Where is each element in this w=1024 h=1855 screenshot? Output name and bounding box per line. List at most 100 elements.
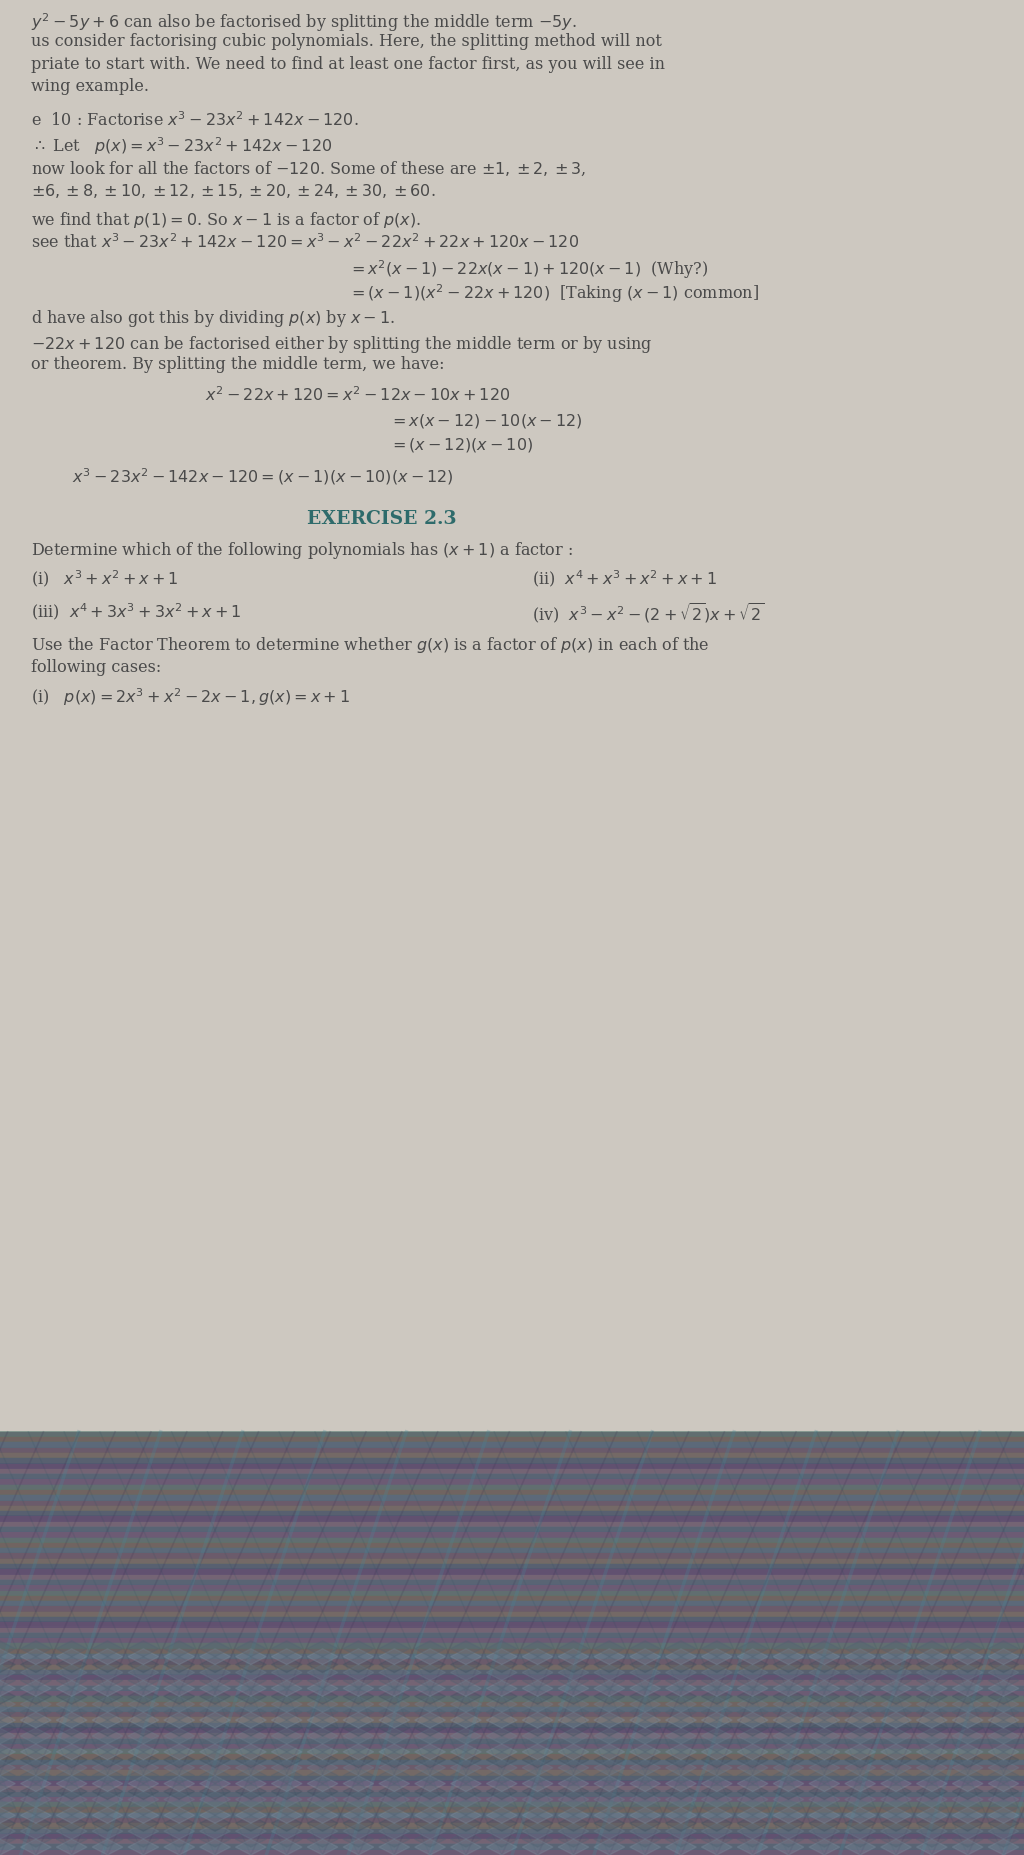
Bar (0, 1690, 1024, 1695)
Polygon shape (92, 1768, 123, 1785)
Polygon shape (56, 1768, 87, 1785)
Polygon shape (343, 1792, 374, 1807)
Polygon shape (415, 1657, 445, 1673)
Polygon shape (666, 1775, 696, 1792)
Bar (0, 1833, 1024, 1838)
Polygon shape (56, 1792, 87, 1807)
Polygon shape (988, 1799, 1019, 1816)
Polygon shape (666, 1712, 696, 1729)
Polygon shape (773, 1775, 804, 1792)
Polygon shape (271, 1775, 302, 1792)
Polygon shape (666, 1768, 696, 1785)
Polygon shape (630, 1688, 660, 1705)
Polygon shape (343, 1642, 374, 1657)
Polygon shape (916, 1785, 947, 1799)
Polygon shape (666, 1792, 696, 1807)
Bar (0, 1527, 1024, 1532)
Polygon shape (666, 1688, 696, 1705)
Polygon shape (737, 1831, 768, 1848)
Polygon shape (594, 1688, 625, 1705)
Polygon shape (343, 1649, 374, 1664)
Polygon shape (164, 1807, 195, 1823)
Polygon shape (343, 1681, 374, 1695)
Polygon shape (773, 1831, 804, 1848)
Polygon shape (701, 1705, 732, 1720)
Polygon shape (0, 1673, 15, 1688)
Polygon shape (128, 1729, 159, 1744)
Polygon shape (988, 1664, 1019, 1681)
Bar (0, 1464, 1024, 1469)
Polygon shape (845, 1838, 876, 1855)
Polygon shape (809, 1673, 840, 1688)
Polygon shape (522, 1673, 553, 1688)
Polygon shape (916, 1831, 947, 1848)
Polygon shape (164, 1792, 195, 1807)
Polygon shape (881, 1736, 911, 1751)
Polygon shape (486, 1712, 517, 1729)
Polygon shape (522, 1688, 553, 1705)
Polygon shape (630, 1649, 660, 1664)
Polygon shape (881, 1664, 911, 1681)
Polygon shape (630, 1823, 660, 1838)
Polygon shape (809, 1736, 840, 1751)
Polygon shape (988, 1816, 1019, 1831)
Polygon shape (486, 1681, 517, 1695)
Polygon shape (271, 1649, 302, 1664)
Text: (iv)  $x^3 - x^2 - (2 + \sqrt{2})x + \sqrt{2}$: (iv) $x^3 - x^2 - (2 + \sqrt{2})x + \sqr… (532, 601, 765, 625)
Polygon shape (594, 1831, 625, 1848)
Polygon shape (881, 1799, 911, 1816)
Polygon shape (271, 1816, 302, 1831)
Polygon shape (630, 1729, 660, 1744)
Bar (0, 1458, 1024, 1464)
Polygon shape (666, 1729, 696, 1744)
Polygon shape (379, 1768, 410, 1785)
Polygon shape (845, 1657, 876, 1673)
Polygon shape (809, 1705, 840, 1720)
Bar (0, 1721, 1024, 1729)
Polygon shape (916, 1649, 947, 1664)
Polygon shape (881, 1816, 911, 1831)
Polygon shape (236, 1785, 266, 1799)
Polygon shape (20, 1838, 51, 1855)
Polygon shape (236, 1657, 266, 1673)
Polygon shape (20, 1642, 51, 1657)
Polygon shape (128, 1760, 159, 1775)
Polygon shape (236, 1799, 266, 1816)
Polygon shape (630, 1673, 660, 1688)
Polygon shape (415, 1729, 445, 1744)
Polygon shape (307, 1831, 338, 1848)
Polygon shape (952, 1664, 983, 1681)
Polygon shape (92, 1792, 123, 1807)
Polygon shape (952, 1744, 983, 1760)
Polygon shape (92, 1688, 123, 1705)
Polygon shape (343, 1785, 374, 1799)
Polygon shape (164, 1799, 195, 1816)
Polygon shape (773, 1744, 804, 1760)
Bar (0, 1770, 1024, 1775)
Polygon shape (92, 1807, 123, 1823)
Polygon shape (737, 1729, 768, 1744)
Polygon shape (630, 1785, 660, 1799)
Polygon shape (20, 1705, 51, 1720)
Polygon shape (56, 1720, 87, 1736)
Polygon shape (92, 1681, 123, 1695)
Polygon shape (415, 1649, 445, 1664)
Polygon shape (307, 1736, 338, 1751)
Polygon shape (343, 1720, 374, 1736)
Bar (0, 1579, 1024, 1586)
Polygon shape (236, 1664, 266, 1681)
Polygon shape (0, 1775, 15, 1792)
Bar (0, 1753, 1024, 1760)
Polygon shape (809, 1681, 840, 1695)
Polygon shape (773, 1673, 804, 1688)
Polygon shape (881, 1712, 911, 1729)
Polygon shape (666, 1657, 696, 1673)
Polygon shape (845, 1807, 876, 1823)
Polygon shape (666, 1799, 696, 1816)
Polygon shape (737, 1751, 768, 1768)
Polygon shape (92, 1736, 123, 1751)
Bar (0, 1642, 1024, 1649)
Polygon shape (92, 1695, 123, 1712)
Polygon shape (737, 1785, 768, 1799)
Polygon shape (451, 1720, 481, 1736)
